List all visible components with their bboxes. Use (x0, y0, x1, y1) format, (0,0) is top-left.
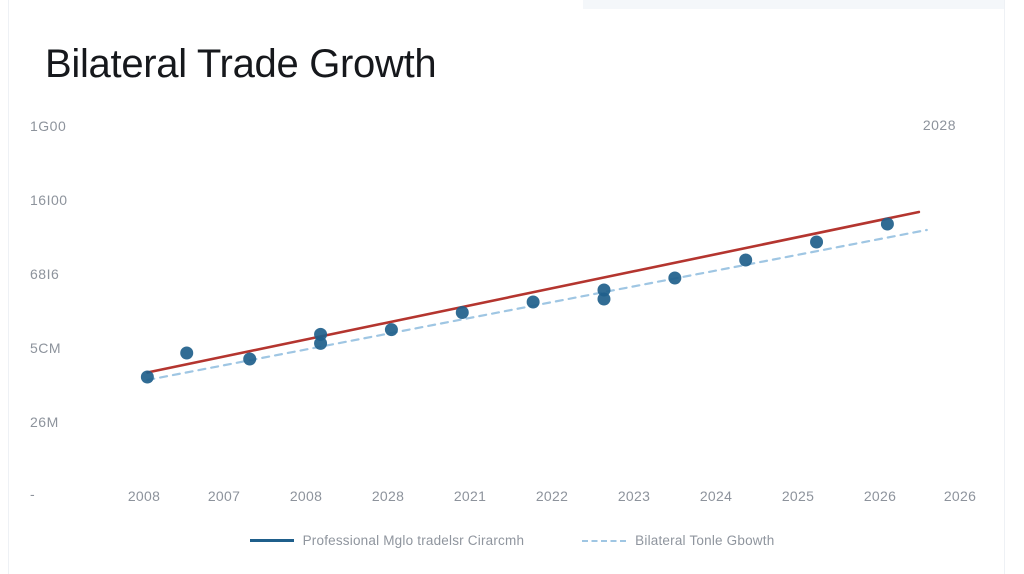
x-axis-tick-label: 2024 (699, 488, 733, 504)
x-axis-tick-label: 2008 (127, 488, 161, 504)
chart-data-point (314, 336, 328, 350)
x-axis-tick-label: 2022 (535, 488, 569, 504)
x-axis-tick-label: 2008 (289, 488, 323, 504)
y-axis-tick-label: 68I6 (30, 266, 60, 282)
page-title: Bilateral Trade Growth (45, 42, 437, 86)
x-axis-tick-label: 2007 (207, 488, 241, 504)
legend-entry-bilateral-growth[interactable]: Bilateral Tonle Gbowth (582, 533, 774, 548)
x-axis-tick-label: 2028 (371, 488, 405, 504)
legend-swatch-dashed-line-icon (582, 539, 627, 542)
y-axis-tick-label: 5CM (30, 340, 62, 356)
legend-label: Professional Mglo tradelsr Cirarcmh (302, 533, 525, 548)
chart-data-point (384, 323, 398, 337)
chart-data-point (455, 306, 469, 319)
x-axis-tick-label: 2026 (863, 488, 897, 504)
panel-top-tint (583, 0, 1004, 9)
y-axis-tick-label: 16I00 (30, 192, 68, 208)
chart-data-point (739, 253, 753, 267)
x-axis-tick-label: 2026 (943, 488, 977, 504)
x-axis-tick-label: 2023 (617, 488, 651, 504)
y-axis-tick-label: 26M (30, 414, 59, 430)
chart-series-line (146, 210, 921, 374)
panel-left-border (8, 0, 9, 574)
chart-data-point (668, 271, 682, 285)
legend-swatch-solid-line-icon (249, 539, 294, 542)
chart-data-point (243, 352, 257, 366)
chart-data-point (526, 295, 540, 309)
chart-data-point (597, 292, 611, 306)
chart-data-point (314, 327, 328, 341)
panel-right-border (1004, 0, 1005, 574)
x-axis-tick-label: 2025 (781, 488, 815, 504)
y-axis-tick-label: - (30, 486, 36, 502)
chart-canvas (140, 210, 928, 384)
legend-entry-trend-line[interactable]: Professional Mglo tradelsr Cirarcmh (249, 533, 525, 548)
y-axis-tick-label: 1G00 (30, 118, 67, 134)
chart-legend: Professional Mglo tradelsr Cirarcmh Bila… (0, 533, 1024, 548)
chart-data-point (880, 217, 894, 231)
chart-annotation-top-right: 2028 (922, 117, 956, 133)
chart-data-point (597, 283, 611, 297)
chart-data-point (180, 346, 194, 360)
x-axis-tick-label: 2021 (453, 488, 487, 504)
chart-data-point (810, 235, 824, 249)
legend-label: Bilateral Tonle Gbowth (635, 533, 775, 548)
chart-data-point (140, 370, 154, 384)
chart-plot-area: 2028 1G00 16I00 68I6 5CM 26M - 2008 2007… (30, 100, 994, 504)
